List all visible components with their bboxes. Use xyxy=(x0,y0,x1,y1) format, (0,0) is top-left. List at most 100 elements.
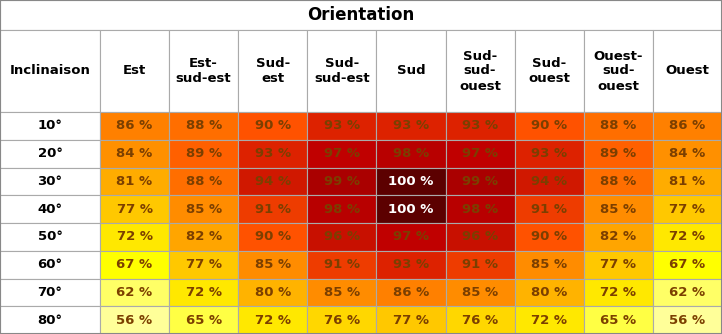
Text: Sud-
sud-est: Sud- sud-est xyxy=(314,57,370,85)
Bar xyxy=(100,195,169,223)
Text: 90 %: 90 % xyxy=(255,119,291,132)
Bar xyxy=(445,251,515,279)
Bar xyxy=(100,251,169,279)
Text: 91 %: 91 % xyxy=(462,258,498,271)
Text: 88 %: 88 % xyxy=(186,175,222,188)
Bar xyxy=(0,279,100,306)
Bar xyxy=(445,140,515,167)
Text: 10°: 10° xyxy=(38,119,62,132)
Text: 85 %: 85 % xyxy=(531,258,567,271)
Text: 90 %: 90 % xyxy=(531,119,567,132)
Bar xyxy=(0,0,722,30)
Bar xyxy=(308,223,376,251)
Bar xyxy=(376,140,445,167)
Text: 97 %: 97 % xyxy=(462,147,498,160)
Text: 80 %: 80 % xyxy=(531,286,567,299)
Text: 77 %: 77 % xyxy=(393,314,429,327)
Text: 97 %: 97 % xyxy=(324,147,360,160)
Bar xyxy=(308,251,376,279)
Text: 93 %: 93 % xyxy=(255,147,291,160)
Bar xyxy=(584,167,653,195)
Bar xyxy=(0,223,100,251)
Text: 93 %: 93 % xyxy=(393,119,429,132)
Text: 96 %: 96 % xyxy=(324,230,360,243)
Text: 100 %: 100 % xyxy=(388,203,434,216)
Bar xyxy=(169,195,238,223)
Bar xyxy=(584,112,653,140)
Bar xyxy=(238,306,308,334)
Bar xyxy=(100,112,169,140)
Text: 91 %: 91 % xyxy=(255,203,291,216)
Text: Inclinaison: Inclinaison xyxy=(9,64,90,77)
Text: 90 %: 90 % xyxy=(531,230,567,243)
Bar xyxy=(308,167,376,195)
Text: 77 %: 77 % xyxy=(186,258,222,271)
Bar xyxy=(515,167,584,195)
Bar xyxy=(445,279,515,306)
Text: 91 %: 91 % xyxy=(531,203,567,216)
Bar xyxy=(308,140,376,167)
Bar xyxy=(584,195,653,223)
Text: 72 %: 72 % xyxy=(186,286,222,299)
Bar xyxy=(515,112,584,140)
Bar xyxy=(100,167,169,195)
Text: 96 %: 96 % xyxy=(462,230,498,243)
Bar xyxy=(653,30,722,112)
Text: 81 %: 81 % xyxy=(116,175,152,188)
Bar xyxy=(515,251,584,279)
Text: 72 %: 72 % xyxy=(669,230,705,243)
Text: 70°: 70° xyxy=(38,286,62,299)
Bar xyxy=(445,30,515,112)
Text: 82 %: 82 % xyxy=(600,230,636,243)
Bar xyxy=(169,251,238,279)
Text: 97 %: 97 % xyxy=(393,230,429,243)
Text: 77 %: 77 % xyxy=(116,203,152,216)
Text: Sud-
ouest: Sud- ouest xyxy=(529,57,570,85)
Bar xyxy=(584,30,653,112)
Bar xyxy=(584,223,653,251)
Text: 99 %: 99 % xyxy=(324,175,360,188)
Text: 76 %: 76 % xyxy=(462,314,498,327)
Bar xyxy=(169,279,238,306)
Text: 82 %: 82 % xyxy=(186,230,222,243)
Bar xyxy=(445,167,515,195)
Bar xyxy=(238,223,308,251)
Bar xyxy=(515,223,584,251)
Bar xyxy=(376,112,445,140)
Bar xyxy=(308,279,376,306)
Text: 88 %: 88 % xyxy=(600,175,637,188)
Text: 80 %: 80 % xyxy=(255,286,291,299)
Bar xyxy=(445,112,515,140)
Text: 77 %: 77 % xyxy=(600,258,636,271)
Bar xyxy=(169,140,238,167)
Bar xyxy=(169,167,238,195)
Text: 86 %: 86 % xyxy=(393,286,429,299)
Text: 85 %: 85 % xyxy=(255,258,291,271)
Bar xyxy=(169,30,238,112)
Text: Orientation: Orientation xyxy=(308,6,414,24)
Text: Sud-
est: Sud- est xyxy=(256,57,290,85)
Text: 99 %: 99 % xyxy=(462,175,498,188)
Text: 62 %: 62 % xyxy=(116,286,152,299)
Text: 30°: 30° xyxy=(38,175,63,188)
Text: 65 %: 65 % xyxy=(600,314,636,327)
Text: 98 %: 98 % xyxy=(462,203,498,216)
Bar xyxy=(515,140,584,167)
Bar xyxy=(0,167,100,195)
Bar xyxy=(653,279,722,306)
Text: 72 %: 72 % xyxy=(255,314,291,327)
Bar xyxy=(653,112,722,140)
Text: 67 %: 67 % xyxy=(116,258,152,271)
Text: 40°: 40° xyxy=(38,203,63,216)
Bar xyxy=(445,195,515,223)
Text: 91 %: 91 % xyxy=(324,258,360,271)
Bar xyxy=(308,30,376,112)
Bar xyxy=(100,223,169,251)
Bar xyxy=(0,140,100,167)
Text: Sud-
sud-
ouest: Sud- sud- ouest xyxy=(459,49,501,93)
Text: 72 %: 72 % xyxy=(116,230,152,243)
Text: Ouest-
sud-
ouest: Ouest- sud- ouest xyxy=(593,49,643,93)
Bar xyxy=(238,167,308,195)
Text: 100 %: 100 % xyxy=(388,175,434,188)
Bar xyxy=(376,223,445,251)
